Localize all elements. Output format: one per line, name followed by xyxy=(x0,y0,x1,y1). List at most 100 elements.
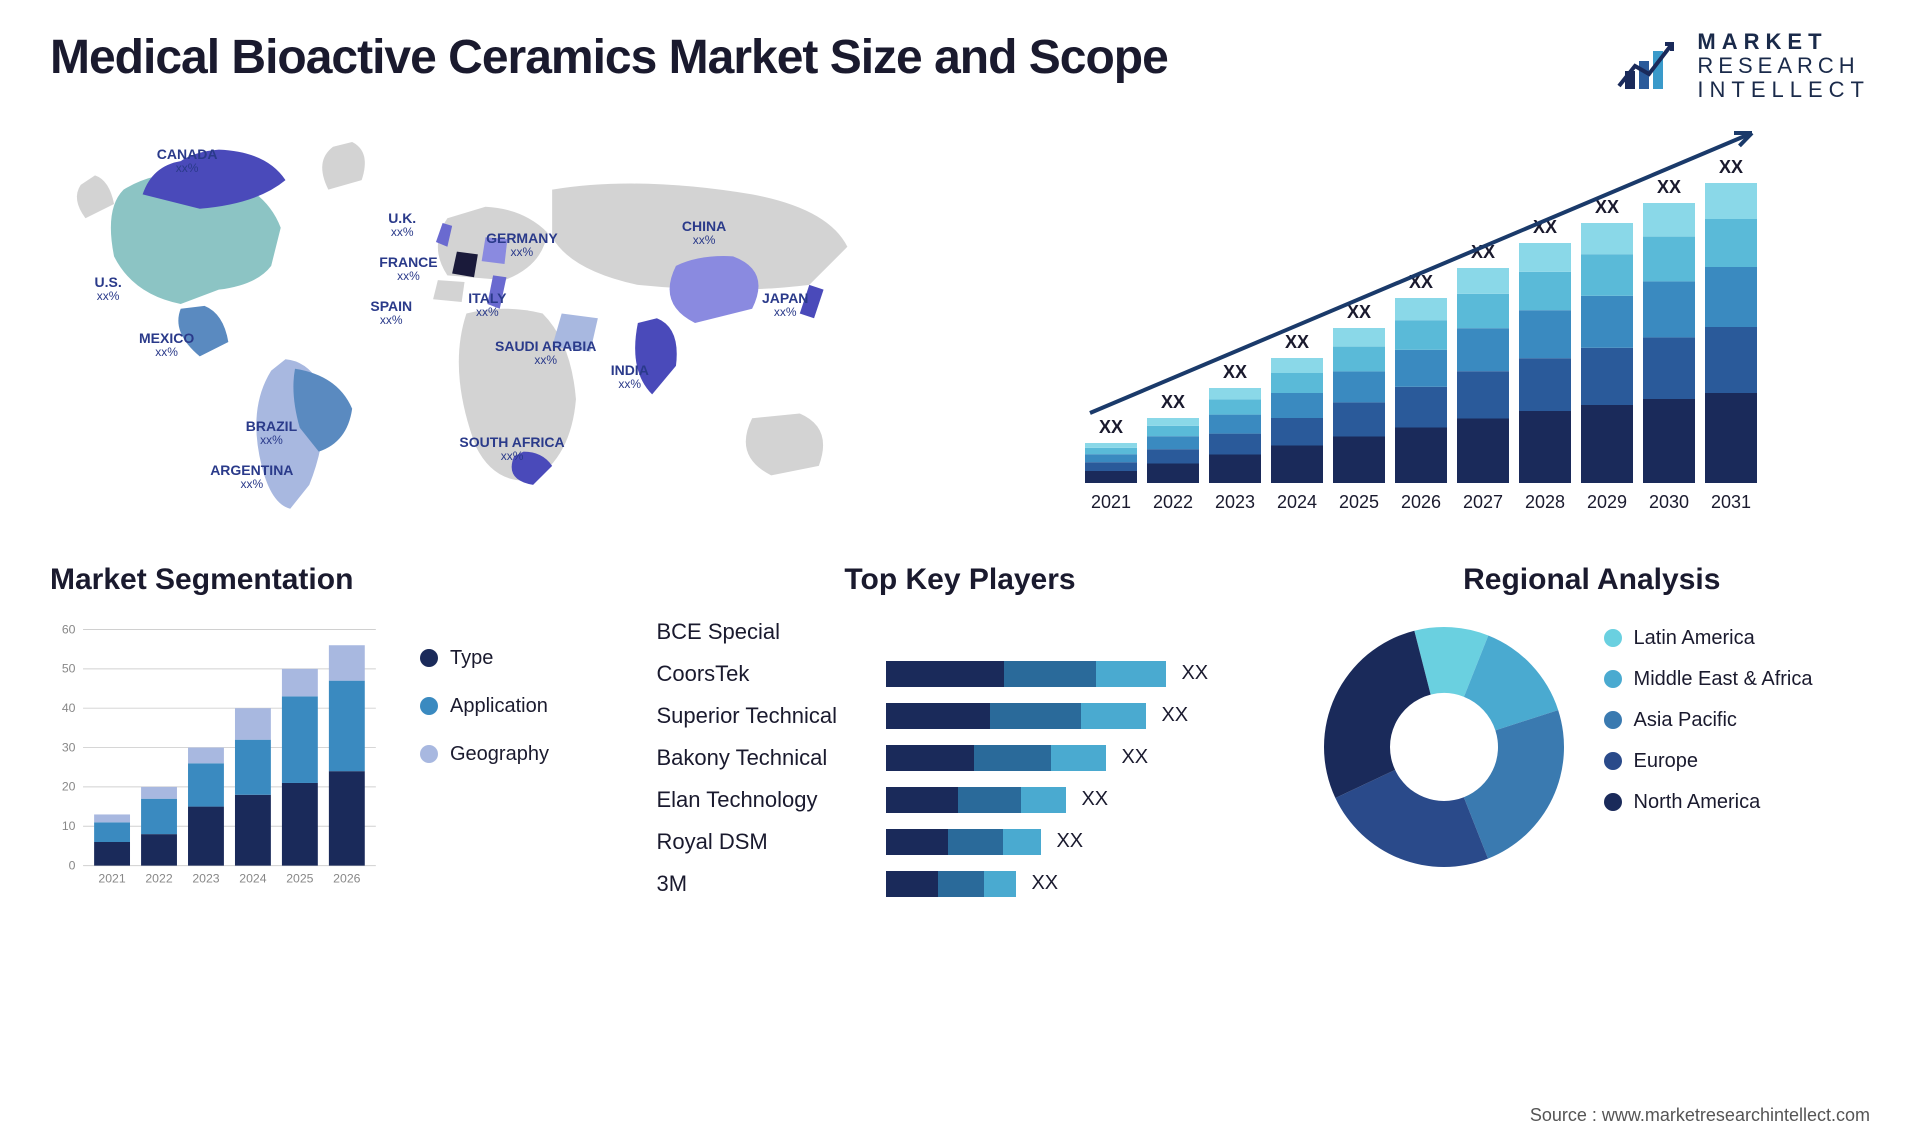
logo-icon xyxy=(1617,36,1687,96)
player-value: XX xyxy=(1031,872,1058,895)
segmentation-title: Market Segmentation xyxy=(50,563,606,597)
player-value: XX xyxy=(1121,746,1148,769)
svg-text:2030: 2030 xyxy=(1649,492,1689,512)
logo-text-1: MARKET xyxy=(1697,30,1870,54)
segmentation-chart: 0 10 20 30 40 50 60 2021 2022 2023 2024 2025 2026 xyxy=(50,617,390,897)
player-row: BCE Special xyxy=(656,617,1263,647)
svg-text:XX: XX xyxy=(1347,302,1371,322)
legend-item: Application xyxy=(420,695,549,718)
bottom-section: Market Segmentation 0 10 20 30 40 50 60 2021 20… xyxy=(50,563,1870,899)
map-label: U.S.xx% xyxy=(95,275,122,304)
player-value: XX xyxy=(1081,788,1108,811)
player-name: Royal DSM xyxy=(656,829,866,855)
player-row: 3M XX xyxy=(656,869,1263,899)
map-label: CANADAxx% xyxy=(157,147,218,176)
regional-title: Regional Analysis xyxy=(1314,563,1870,597)
legend-item: Latin America xyxy=(1604,627,1813,650)
map-label: SAUDI ARABIAxx% xyxy=(495,339,596,368)
svg-text:20: 20 xyxy=(62,779,76,793)
map-label: GERMANYxx% xyxy=(486,231,558,260)
player-name: BCE Special xyxy=(656,619,866,645)
map-label: MEXICOxx% xyxy=(139,331,194,360)
map-label: FRANCExx% xyxy=(379,255,437,284)
legend-item: North America xyxy=(1604,791,1813,814)
map-label: ARGENTINAxx% xyxy=(210,463,293,492)
player-value: XX xyxy=(1056,830,1083,853)
player-bar xyxy=(886,703,1146,729)
segmentation-legend: Type Application Geography xyxy=(420,617,549,897)
player-bar xyxy=(886,745,1106,771)
legend-item: Asia Pacific xyxy=(1604,709,1813,732)
map-label: INDIAxx% xyxy=(611,363,649,392)
player-row: Elan Technology XX xyxy=(656,785,1263,815)
svg-text:30: 30 xyxy=(62,740,76,754)
svg-text:2023: 2023 xyxy=(192,871,219,885)
svg-text:2025: 2025 xyxy=(1339,492,1379,512)
svg-text:40: 40 xyxy=(62,701,76,715)
player-bar xyxy=(886,661,1166,687)
legend-item: Middle East & Africa xyxy=(1604,668,1813,691)
svg-text:XX: XX xyxy=(1223,362,1247,382)
growth-chart-panel: XX 2021 XX 2022 XX 2023 XX 2024 XX 2025 XX 2026 XX 20… xyxy=(980,123,1870,523)
legend-item: Geography xyxy=(420,743,549,766)
regional-panel: Regional Analysis Latin America Middle Ea… xyxy=(1314,563,1870,899)
svg-text:XX: XX xyxy=(1161,392,1185,412)
svg-text:XX: XX xyxy=(1719,157,1743,177)
svg-text:0: 0 xyxy=(69,858,76,872)
svg-text:XX: XX xyxy=(1657,177,1681,197)
svg-text:2022: 2022 xyxy=(145,871,172,885)
source-attribution: Source : www.marketresearchintellect.com xyxy=(1530,1105,1870,1126)
segmentation-panel: Market Segmentation 0 10 20 30 40 50 60 2021 20… xyxy=(50,563,606,899)
svg-text:2026: 2026 xyxy=(333,871,360,885)
svg-text:2021: 2021 xyxy=(1091,492,1131,512)
legend-item: Europe xyxy=(1604,750,1813,773)
header: Medical Bioactive Ceramics Market Size a… xyxy=(50,30,1870,103)
legend-item: Type xyxy=(420,647,549,670)
svg-text:2031: 2031 xyxy=(1711,492,1751,512)
svg-text:2023: 2023 xyxy=(1215,492,1255,512)
players-panel: Top Key Players BCE SpecialCoorsTekXXSup… xyxy=(656,563,1263,899)
page-title: Medical Bioactive Ceramics Market Size a… xyxy=(50,30,1168,85)
player-row: CoorsTek XX xyxy=(656,659,1263,689)
svg-text:50: 50 xyxy=(62,661,76,675)
map-label: ITALYxx% xyxy=(468,291,506,320)
logo-text-2: RESEARCH xyxy=(1697,54,1870,78)
svg-text:2024: 2024 xyxy=(1277,492,1317,512)
player-row: Bakony Technical XX xyxy=(656,743,1263,773)
player-value: XX xyxy=(1181,662,1208,685)
player-name: Elan Technology xyxy=(656,787,866,813)
svg-text:XX: XX xyxy=(1285,332,1309,352)
map-label: SPAINxx% xyxy=(370,299,412,328)
growth-bar-chart: XX 2021 XX 2022 XX 2023 XX 2024 XX 2025 XX 2026 XX 20… xyxy=(980,123,1870,523)
svg-text:60: 60 xyxy=(62,622,76,636)
svg-text:2021: 2021 xyxy=(98,871,125,885)
regional-legend: Latin America Middle East & Africa Asia Pa… xyxy=(1604,617,1813,814)
player-row: Superior Technical XX xyxy=(656,701,1263,731)
map-label: SOUTH AFRICAxx% xyxy=(459,435,564,464)
player-name: Bakony Technical xyxy=(656,745,866,771)
player-name: Superior Technical xyxy=(656,703,866,729)
svg-text:2022: 2022 xyxy=(1153,492,1193,512)
svg-text:2026: 2026 xyxy=(1401,492,1441,512)
top-section: CANADAxx% U.S.xx% MEXICOxx% BRAZILxx% ARGENT… xyxy=(50,123,1870,523)
regional-donut-chart xyxy=(1314,617,1574,877)
player-value: XX xyxy=(1161,704,1188,727)
players-title: Top Key Players xyxy=(656,563,1263,597)
world-map-panel: CANADAxx% U.S.xx% MEXICOxx% BRAZILxx% ARGENT… xyxy=(50,123,940,523)
svg-text:10: 10 xyxy=(62,819,76,833)
map-label: U.K.xx% xyxy=(388,211,416,240)
brand-logo: MARKET RESEARCH INTELLECT xyxy=(1617,30,1870,103)
svg-text:2024: 2024 xyxy=(239,871,266,885)
player-name: 3M xyxy=(656,871,866,897)
svg-text:XX: XX xyxy=(1099,417,1123,437)
player-bar xyxy=(886,829,1041,855)
map-label: BRAZILxx% xyxy=(246,419,297,448)
player-name: CoorsTek xyxy=(656,661,866,687)
svg-text:2028: 2028 xyxy=(1525,492,1565,512)
map-label: JAPANxx% xyxy=(762,291,808,320)
svg-text:2025: 2025 xyxy=(286,871,313,885)
svg-text:2029: 2029 xyxy=(1587,492,1627,512)
player-bar xyxy=(886,871,1016,897)
svg-text:2027: 2027 xyxy=(1463,492,1503,512)
player-row: Royal DSM XX xyxy=(656,827,1263,857)
